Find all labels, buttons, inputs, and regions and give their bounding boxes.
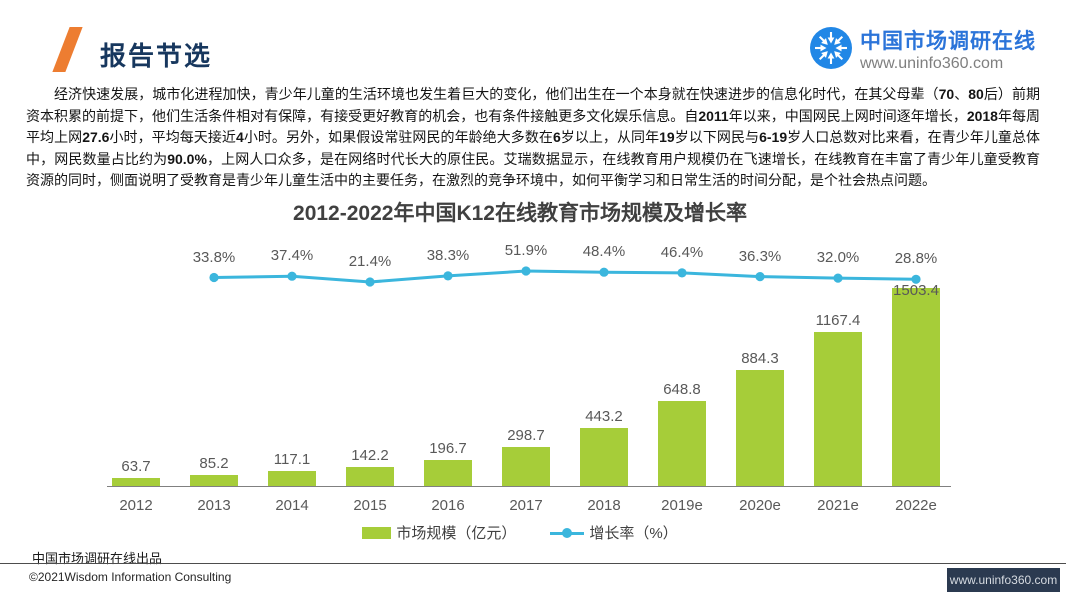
line-dot-2013 <box>209 272 219 283</box>
growth-label-2018: 48.4% <box>582 243 626 261</box>
axis-label-2016: 2016 <box>431 497 465 514</box>
logo[interactable]: 中国市场调研在线 www.uninfo360.com <box>810 27 1036 73</box>
line-dot-2017 <box>521 266 531 276</box>
growth-label-2015: 21.4% <box>348 253 392 270</box>
intro-text: ，上网人口众多，是在网络时代长大的原住民。艾瑞数据显示，在线教育用户规模仍在飞速… <box>26 150 1040 189</box>
intro-text: 岁以上，从同年 <box>560 129 660 146</box>
growth-label-2013: 33.8% <box>192 248 236 266</box>
axis-label-2014: 2014 <box>275 497 309 514</box>
intro-text: 岁人口总数对比来看，在青少年儿童总体中，网民数量占比约为 <box>26 129 1041 167</box>
page-title: 报告节选 <box>100 41 213 71</box>
bar-2022e <box>892 288 940 486</box>
growth-label-2020e: 36.3% <box>738 247 782 265</box>
growth-label-2022e: 28.8% <box>894 250 938 268</box>
growth-label-2016: 38.3% <box>426 246 470 264</box>
line-dot-2018 <box>599 267 609 277</box>
legend-line-label: 增长率（%） <box>589 525 678 542</box>
bar-2014 <box>268 470 316 486</box>
bar-value-2019e: 648.8 <box>663 380 701 398</box>
bar-value-2018: 443.2 <box>585 407 623 425</box>
chart-legend: 市场规模（亿元） 增长率（%） <box>0 522 1040 543</box>
growth-line-layer <box>209 266 921 287</box>
legend-line-swatch <box>550 527 585 539</box>
intro-bold-number: 4 <box>235 129 244 146</box>
legend-bar-swatch <box>362 526 392 539</box>
market-size-growth-chart: 63.7 2012 85.2 2013 33.8% 117.1 2014 37.4% 142.2… <box>0 230 1066 560</box>
legend-bar-label: 市场规模（亿元） <box>396 525 517 542</box>
intro-text: 年每周平均上网 <box>26 107 1041 146</box>
line-dot-2022e <box>911 274 921 284</box>
line-dot-2020e <box>755 272 765 282</box>
compass-arrows-icon <box>810 27 852 69</box>
intro-text: 后）前期资本积累的前提下，他们生活条件相对有保障，有接受更好教育的机会，也有条件… <box>26 86 1041 124</box>
intro-text: 小时。另外，如果假设常驻网民的年龄绝大多数在 <box>243 129 553 146</box>
bar-2021e <box>814 332 862 486</box>
chart-title: 2012-2022年中国K12在线教育市场规模及增长率 <box>293 202 747 225</box>
bar-value-2021e: 1167.4 <box>815 312 861 330</box>
bar-2015 <box>346 467 394 486</box>
intro-bold-number: 27.6 <box>82 129 110 146</box>
bar-2017 <box>502 446 550 486</box>
intro-bold-number: 80 <box>968 86 984 102</box>
bar-value-2017: 298.7 <box>507 426 545 444</box>
slash-accent-icon <box>52 27 83 72</box>
copyright-text: ©2021Wisdom Information Consulting <box>29 570 232 584</box>
bar-2013 <box>190 474 238 486</box>
axis-label-2012: 2012 <box>119 497 153 514</box>
intro-bold-number: 6-19 <box>759 129 788 146</box>
growth-label-2014: 37.4% <box>270 247 314 265</box>
axis-label-2017: 2017 <box>509 497 543 514</box>
intro-text: 小时，平均每天接近 <box>109 129 236 146</box>
bar-value-2016: 196.7 <box>429 440 467 458</box>
axis-label-2021e: 2021e <box>817 497 859 514</box>
intro-bold-number: 2018 <box>966 107 998 124</box>
site-link[interactable]: www.uninfo360.com <box>947 568 1060 592</box>
intro-bold-number: 19 <box>659 129 675 146</box>
axis-label-2013: 2013 <box>197 497 231 514</box>
intro-text: 岁以下网民与 <box>674 129 760 146</box>
growth-label-2021e: 32.0% <box>816 249 860 267</box>
axis-label-2015: 2015 <box>353 497 387 514</box>
legend-item-growth-rate: 增长率（%） <box>550 522 678 543</box>
logo-text: 中国市场调研在线 <box>860 30 1036 53</box>
bar-2020e <box>736 369 784 486</box>
bar-2019e <box>658 400 706 486</box>
bar-value-2022e: 1503.4 <box>893 282 939 299</box>
footer-divider <box>0 563 1066 564</box>
bar-value-2015: 142.2 <box>351 447 389 465</box>
bar-2016 <box>424 460 472 486</box>
intro-text: 年以来，中国网民上网时间逐年增长， <box>728 107 967 124</box>
growth-label-2017: 51.9% <box>504 242 548 259</box>
intro-bold-number: 2011 <box>698 107 729 124</box>
bar-2018 <box>580 427 628 486</box>
bar-value-2014: 117.1 <box>273 450 311 468</box>
bar-2012 <box>112 477 160 486</box>
bar-value-2013: 85.2 <box>199 454 229 472</box>
line-dot-2014 <box>287 271 297 281</box>
growth-line <box>213 269 917 284</box>
bar-value-2012: 63.7 <box>121 457 151 475</box>
line-dot-2016 <box>443 271 453 281</box>
intro-text: 经济快速发展，城市化进程加快，青少年儿童的生活环境也发生着巨大的变化，他们出生在… <box>54 86 939 102</box>
axis-label-2018: 2018 <box>587 497 621 514</box>
intro-text: 、 <box>954 86 969 102</box>
x-axis-line <box>107 486 951 487</box>
intro-bold-number: 70 <box>938 86 955 102</box>
line-dot-2015 <box>365 277 375 287</box>
logo-url: www.uninfo360.com <box>860 55 1004 72</box>
intro-bold-number: 6 <box>552 129 561 146</box>
legend-item-market-size: 市场规模（亿元） <box>362 522 516 543</box>
bar-value-2020e: 884.3 <box>741 349 779 367</box>
intro-bold-number: 90.0% <box>167 150 207 167</box>
growth-label-2019e: 46.4% <box>660 243 704 261</box>
axis-label-2019e: 2019e <box>661 497 703 514</box>
intro-paragraph: 经济快速发展，城市化进程加快，青少年儿童的生活环境也发生着巨大的变化，他们出生在… <box>26 84 1040 192</box>
line-dot-2021e <box>833 273 843 283</box>
axis-label-2022e: 2022e <box>895 497 937 514</box>
producer-credit: 中国市场调研在线出品 <box>32 551 163 566</box>
line-dot-2019e <box>677 268 687 278</box>
axis-label-2020e: 2020e <box>739 497 781 514</box>
